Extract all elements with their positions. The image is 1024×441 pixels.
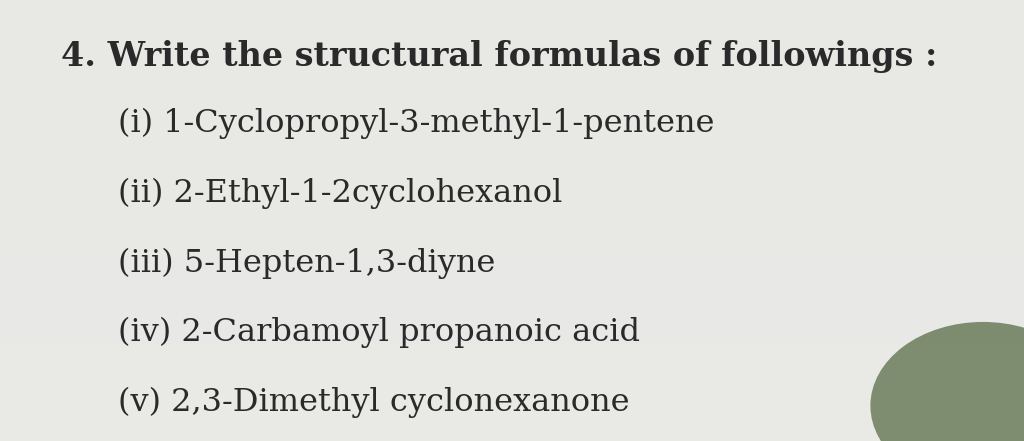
Ellipse shape bbox=[870, 322, 1024, 441]
Text: (v) 2,3-Dimethyl cyclonexanone: (v) 2,3-Dimethyl cyclonexanone bbox=[118, 387, 630, 418]
Text: 4. Write the structural formulas of followings :: 4. Write the structural formulas of foll… bbox=[61, 40, 938, 73]
Text: (iv) 2-Carbamoyl propanoic acid: (iv) 2-Carbamoyl propanoic acid bbox=[118, 317, 640, 348]
Text: (iii) 5-Hepten-1,3-diyne: (iii) 5-Hepten-1,3-diyne bbox=[118, 247, 496, 279]
Text: (i) 1-Cyclopropyl-3-methyl-1-pentene: (i) 1-Cyclopropyl-3-methyl-1-pentene bbox=[118, 108, 715, 139]
Text: (ii) 2-Ethyl-1-2cyclohexanol: (ii) 2-Ethyl-1-2cyclohexanol bbox=[118, 178, 562, 209]
